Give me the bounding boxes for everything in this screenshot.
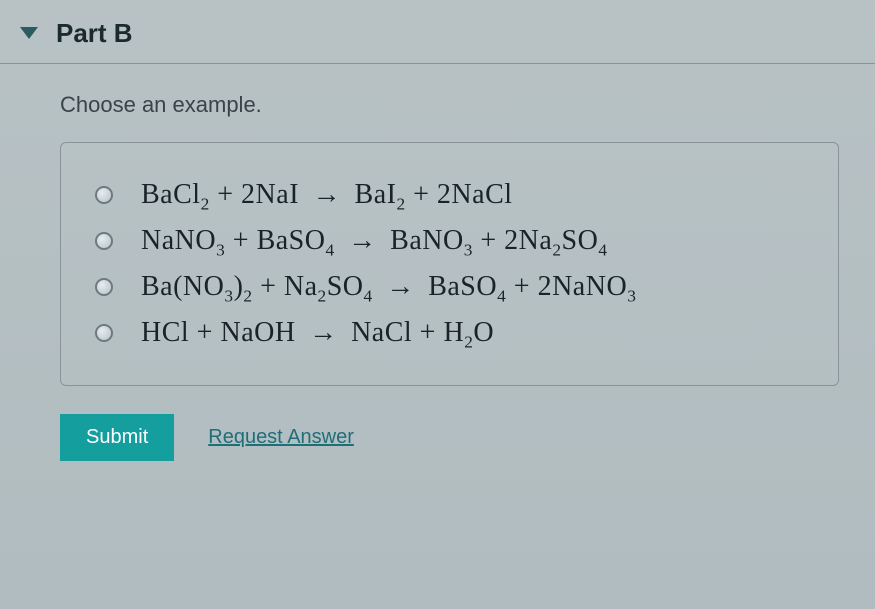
option-formula: HCl + NaOH → NaCl + H2O <box>141 317 494 349</box>
option-formula: Ba(NO3)2 + Na2SO4 → BaSO4 + 2NaNO3 <box>141 271 636 303</box>
actions-bar: Submit Request Answer <box>0 386 875 461</box>
part-header[interactable]: Part B <box>0 0 875 64</box>
caret-down-icon <box>20 27 38 41</box>
radio-icon[interactable] <box>95 324 113 342</box>
option-formula: NaNO3 + BaSO4 → BaNO3 + 2Na2SO4 <box>141 225 608 257</box>
options-box: BaCl2 + 2NaI → BaI2 + 2NaCl NaNO3 + BaSO4… <box>60 142 839 386</box>
radio-icon[interactable] <box>95 278 113 296</box>
prompt-text: Choose an example. <box>0 64 875 136</box>
submit-button[interactable]: Submit <box>60 414 174 461</box>
radio-icon[interactable] <box>95 186 113 204</box>
option-row[interactable]: NaNO3 + BaSO4 → BaNO3 + 2Na2SO4 <box>95 225 812 257</box>
request-answer-link[interactable]: Request Answer <box>208 426 354 449</box>
question-page: Part B Choose an example. BaCl2 + 2NaI →… <box>0 0 875 609</box>
option-formula: BaCl2 + 2NaI → BaI2 + 2NaCl <box>141 179 513 211</box>
radio-icon[interactable] <box>95 232 113 250</box>
option-row[interactable]: Ba(NO3)2 + Na2SO4 → BaSO4 + 2NaNO3 <box>95 271 812 303</box>
option-row[interactable]: BaCl2 + 2NaI → BaI2 + 2NaCl <box>95 179 812 211</box>
part-title: Part B <box>56 18 133 49</box>
option-row[interactable]: HCl + NaOH → NaCl + H2O <box>95 317 812 349</box>
